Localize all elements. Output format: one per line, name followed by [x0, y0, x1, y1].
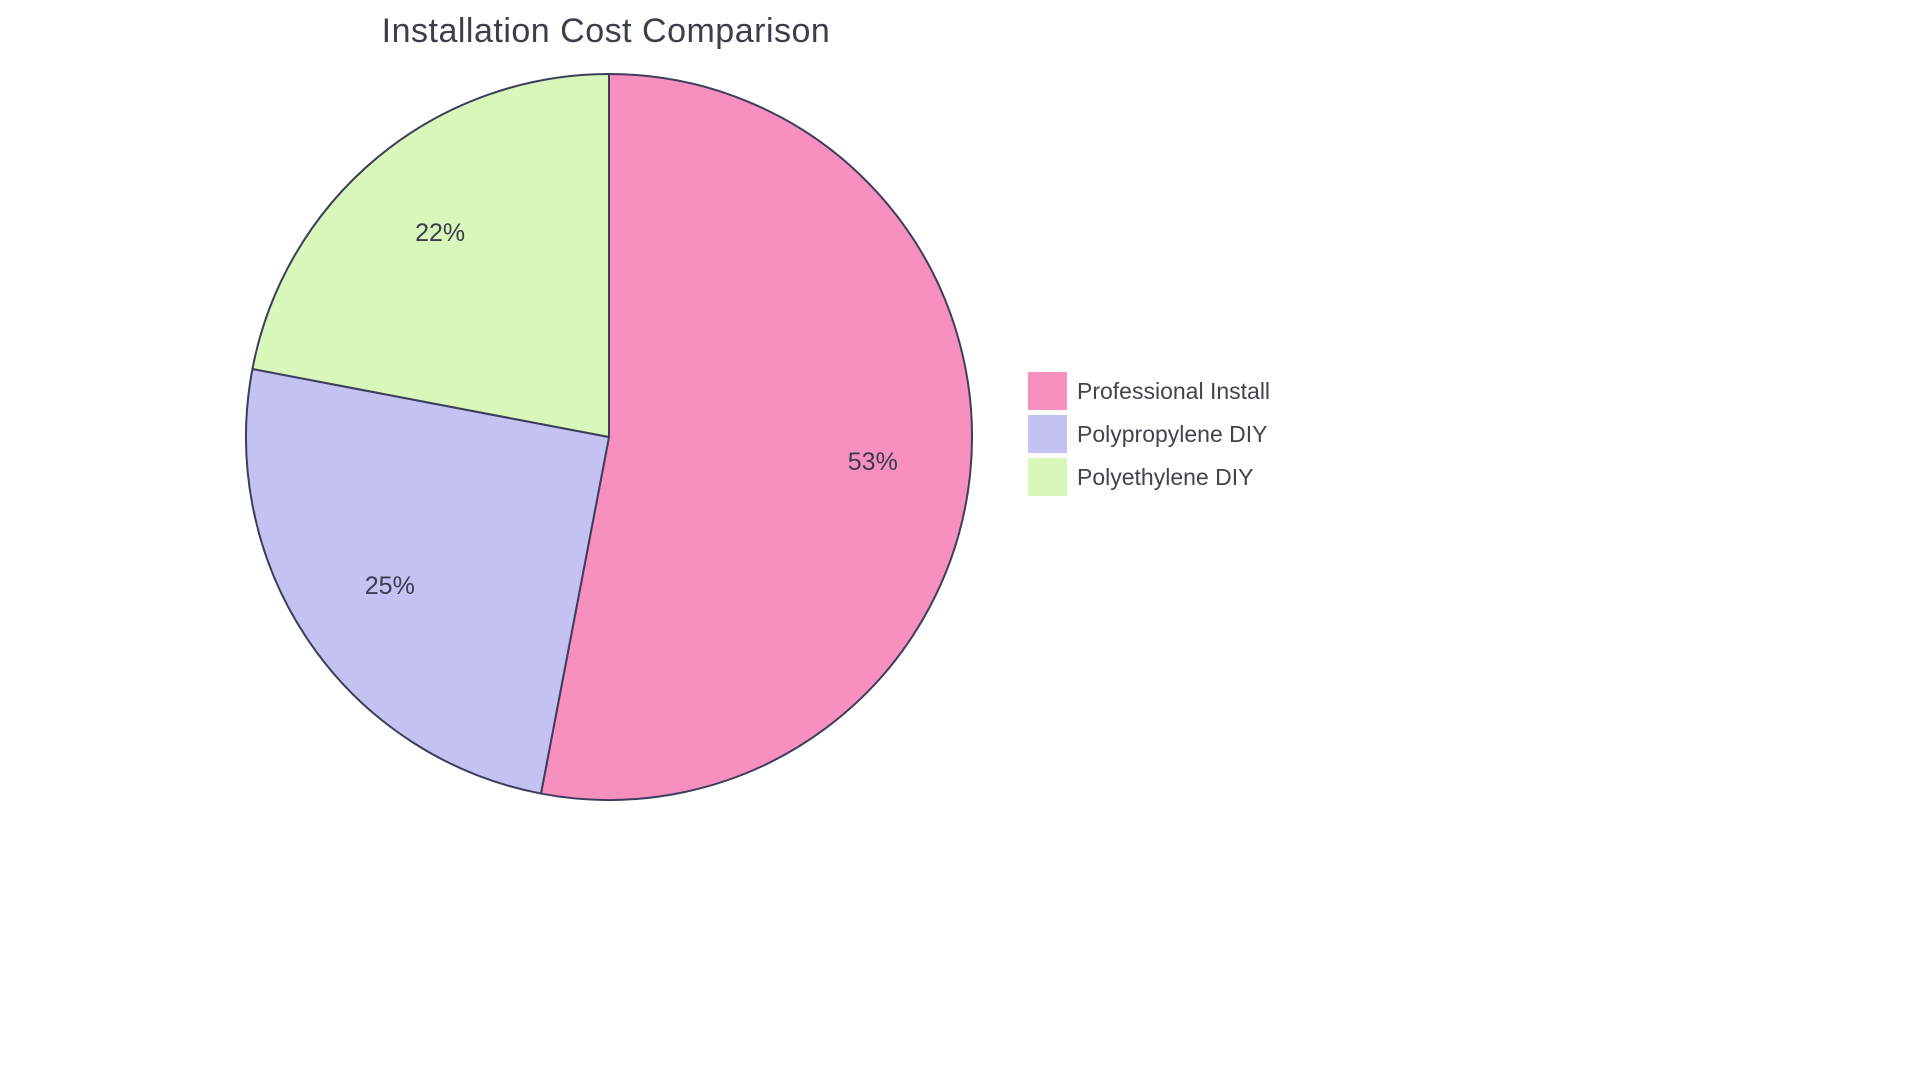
- pie-slice-label-professional-install: 53%: [848, 448, 898, 476]
- pie-slice-polyethylene-diy: [251, 73, 610, 438]
- legend-label-polyethylene-diy: Polyethylene DIY: [1077, 463, 1254, 490]
- legend-label-polypropylene-diy: Polypropylene DIY: [1077, 420, 1268, 447]
- pie-slice-polypropylene-diy: [245, 367, 610, 795]
- legend-item-professional-install: Professional Install: [1028, 372, 1270, 410]
- legend-swatch-polypropylene-diy: [1028, 415, 1067, 453]
- legend-item-polypropylene-diy: Polypropylene DIY: [1028, 415, 1270, 453]
- legend-swatch-polyethylene-diy: [1028, 458, 1067, 496]
- pie-slice-label-polyethylene-diy: 22%: [415, 219, 465, 247]
- legend-label-professional-install: Professional Install: [1077, 377, 1271, 404]
- pie-slice-professional-install: [539, 73, 973, 801]
- legend-item-polyethylene-diy: Polyethylene DIY: [1028, 458, 1270, 496]
- pie-slice-label-polypropylene-diy: 25%: [365, 572, 415, 600]
- legend: Professional Install Polypropylene DIY Pol…: [1028, 372, 1270, 496]
- legend-swatch-professional-install: [1028, 372, 1067, 410]
- chart-title: Installation Cost Comparison: [381, 12, 831, 50]
